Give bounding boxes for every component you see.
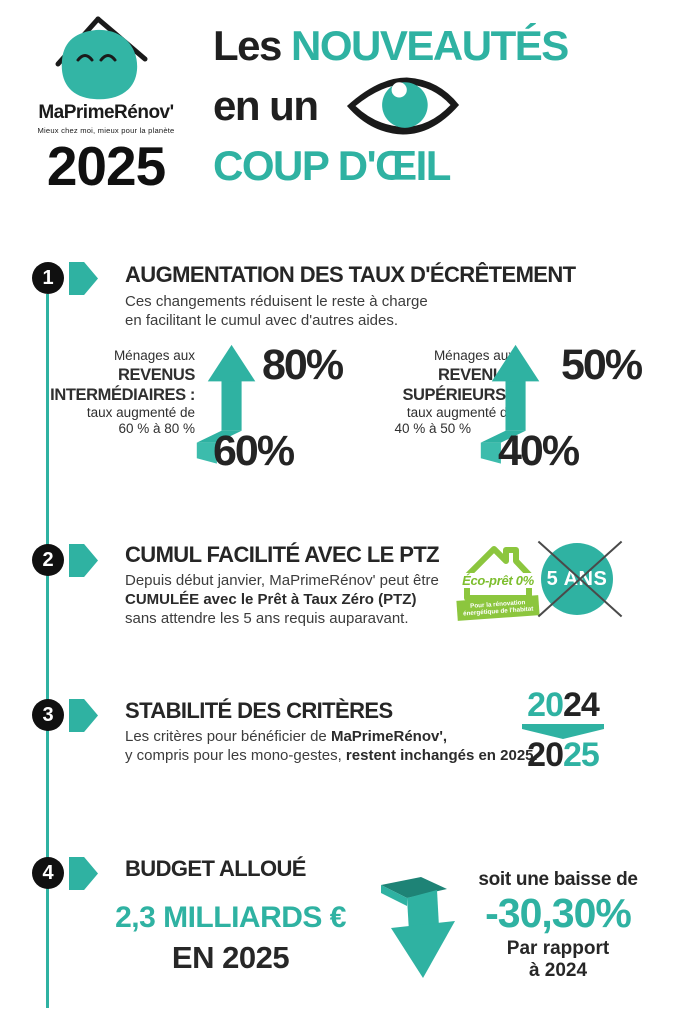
section-2-description: Depuis début janvier, MaPrimeRénov' peut… <box>125 571 439 628</box>
ecopret-logo: Éco-prêt 0% Pour la rénovation énergétiq… <box>452 537 544 629</box>
timeline-line <box>46 294 49 1008</box>
drop-ref-line2: à 2024 <box>528 960 588 981</box>
rate-label-line: SUPÉRIEURS : <box>402 385 515 404</box>
brand-logo: MaPrimeRénov' Mieux chez moi, mieux pour… <box>20 8 192 194</box>
section-4-number-badge: 4 <box>32 857 64 889</box>
title-line2: en un <box>213 74 568 138</box>
rate-label-line: 40 % à 50 % <box>394 421 471 436</box>
year-2024: 2024 <box>527 686 600 724</box>
rate-label-line: taux augmenté de <box>86 404 195 420</box>
rate-old-value: 60% <box>213 427 295 475</box>
section-3-desc-line2-bold: restent inchangés en 2025. <box>345 747 538 764</box>
rate-label-line: 60 % à 80 % <box>118 421 195 436</box>
drop-ref-line1: Par rapport <box>506 938 610 959</box>
budget-drop-block: soit une baisse de -30,30% Par rapport à… <box>452 869 664 982</box>
right-chevron-icon <box>69 544 98 577</box>
rate-label-line: Ménages aux <box>113 348 195 363</box>
rate-label-line: taux augmenté de <box>406 404 515 420</box>
section-3-desc-line1: Les critères pour bénéficier de <box>125 728 331 745</box>
title-line1-prefix: Les <box>213 22 292 69</box>
right-chevron-icon <box>69 857 98 890</box>
house-smiley-icon <box>55 16 148 100</box>
right-chevron-icon <box>69 699 98 732</box>
rate-labels: Ménages aux REVENUS INTERMÉDIAIRES : tau… <box>45 348 195 438</box>
brand-year: 2025 <box>46 135 166 197</box>
section-3-description: Les critères pour bénéficier de MaPrimeR… <box>125 727 538 765</box>
section-3-title: STABILITÉ DES CRITÈRES <box>125 698 393 723</box>
title-line1-accent: NOUVEAUTÉS <box>291 22 569 69</box>
page-title: Les NOUVEAUTÉS en un COUP D'ŒIL <box>213 18 569 194</box>
section-2-desc-line3: sans attendre les 5 ans requis auparavan… <box>125 610 409 627</box>
years-graphic: 2024 2025 <box>519 686 607 774</box>
drop-value: -30,30% <box>485 890 632 936</box>
title-line2-text: en un <box>213 82 319 129</box>
ecopret-ribbon: Pour la rénovation énergétique de l'habi… <box>456 595 540 621</box>
step-up-arrow-icon <box>196 344 256 464</box>
budget-amount-block: 2,3 MILLIARDS € EN 2025 <box>108 901 353 976</box>
rate-old-value: 40% <box>498 427 580 475</box>
section-3-desc-line1-bold: MaPrimeRénov', <box>330 728 448 745</box>
brand-name: MaPrimeRénov' <box>38 102 174 123</box>
down-chevron-icon <box>522 724 604 739</box>
rate-label-line: Ménages aux <box>433 348 515 363</box>
rate-new-value: 50% <box>561 341 643 389</box>
section-3-desc-line2: y compris pour les mono-gestes, <box>125 747 346 764</box>
eco-house-icon <box>457 546 539 601</box>
section-4-title: BUDGET ALLOUÉ <box>125 856 306 881</box>
section-1-description: Ces changements réduisent le reste à cha… <box>125 292 428 330</box>
rate-new-value: 80% <box>262 341 344 389</box>
rate-label-line: REVENUS <box>118 365 195 384</box>
title-line3-text: COUP D'ŒIL <box>213 142 451 189</box>
eye-icon <box>346 76 460 136</box>
five-years-crossed-badge: 5 ANS <box>532 540 628 618</box>
section-2-title: CUMUL FACILITÉ AVEC LE PTZ <box>125 542 440 567</box>
section-1-number-badge: 1 <box>32 262 64 294</box>
ecopret-label: Éco-prêt 0% <box>452 573 544 588</box>
budget-year: EN 2025 <box>171 940 290 975</box>
rate-group-intermediaires: Ménages aux REVENUS INTERMÉDIAIRES : tau… <box>45 341 357 475</box>
rate-label-line: INTERMÉDIAIRES : <box>50 385 195 404</box>
title-line3: COUP D'ŒIL <box>213 138 568 194</box>
drop-reference: Par rapport à 2024 <box>452 938 664 982</box>
title-line1: Les NOUVEAUTÉS <box>213 18 569 74</box>
section-2-number-badge: 2 <box>32 544 64 576</box>
rate-group-superieurs: Ménages aux REVENUS SUPÉRIEURS : taux au… <box>365 341 665 475</box>
year-2025: 2025 <box>527 736 600 774</box>
drop-intro: soit une baisse de <box>478 869 638 890</box>
step-down-arrow-icon <box>381 877 455 978</box>
brand-tagline: Mieux chez moi, mieux pour la planète <box>37 126 175 135</box>
budget-amount: 2,3 MILLIARDS € <box>115 901 346 934</box>
step-up-arrow-icon <box>480 344 540 464</box>
section-3-number-badge: 3 <box>32 699 64 731</box>
right-chevron-icon <box>69 262 98 295</box>
section-1-desc-line1: Ces changements réduisent le reste à cha… <box>125 293 428 310</box>
section-2-desc-line2: CUMULÉE avec le Prêt à Taux Zéro (PTZ) <box>125 591 417 608</box>
section-1-title: AUGMENTATION DES TAUX D'ÉCRÊTEMENT <box>125 262 576 287</box>
section-2-desc-line1: Depuis début janvier, MaPrimeRénov' peut… <box>125 572 439 589</box>
section-1-desc-line2: en facilitant le cumul avec d'autres aid… <box>125 312 399 329</box>
